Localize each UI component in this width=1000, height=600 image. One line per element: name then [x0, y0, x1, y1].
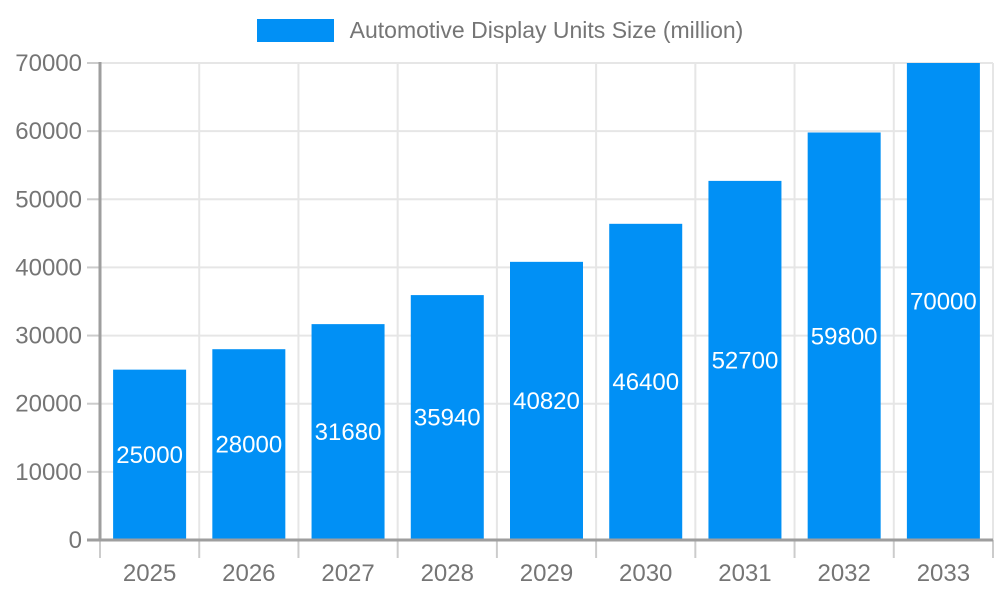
bar-value-label: 70000 — [910, 289, 977, 316]
y-tick-label: 70000 — [15, 50, 82, 77]
legend-swatch-icon — [256, 19, 334, 42]
bar — [410, 295, 484, 540]
bar-value-label: 31680 — [315, 419, 382, 446]
x-tick-label: 2032 — [817, 560, 870, 587]
x-tick-label: 2033 — [917, 560, 970, 587]
y-tick-label: 20000 — [15, 391, 82, 418]
bar — [807, 132, 881, 540]
x-tick-label: 2028 — [421, 560, 474, 587]
y-tick-label: 10000 — [15, 459, 82, 486]
y-tick-label: 30000 — [15, 323, 82, 350]
bar — [311, 324, 385, 540]
bar-value-label: 35940 — [414, 405, 481, 432]
bar-value-label: 25000 — [116, 442, 183, 469]
bar — [708, 180, 782, 540]
y-tick-label: 40000 — [15, 254, 82, 281]
x-tick-label: 2031 — [718, 560, 771, 587]
legend: Automotive Display Units Size (million) — [0, 17, 1000, 44]
bar-value-label: 59800 — [811, 323, 878, 350]
bar-value-label: 28000 — [215, 432, 282, 459]
bar-value-label: 52700 — [712, 347, 779, 374]
y-tick-label: 0 — [69, 527, 82, 554]
bar — [113, 369, 187, 540]
x-tick-label: 2025 — [123, 560, 176, 587]
bar-value-label: 46400 — [612, 369, 679, 396]
bar — [510, 261, 583, 540]
bar — [609, 223, 683, 540]
bar — [212, 349, 286, 540]
x-tick-label: 2029 — [520, 560, 573, 587]
x-tick-label: 2026 — [222, 560, 275, 587]
y-tick-label: 50000 — [15, 186, 82, 213]
legend-label: Automotive Display Units Size (million) — [349, 17, 744, 43]
y-tick-label: 60000 — [15, 118, 82, 145]
bar — [906, 63, 980, 540]
x-tick-label: 2027 — [321, 560, 374, 587]
bar-value-label: 40820 — [513, 388, 580, 415]
x-tick-label: 2030 — [619, 560, 672, 587]
